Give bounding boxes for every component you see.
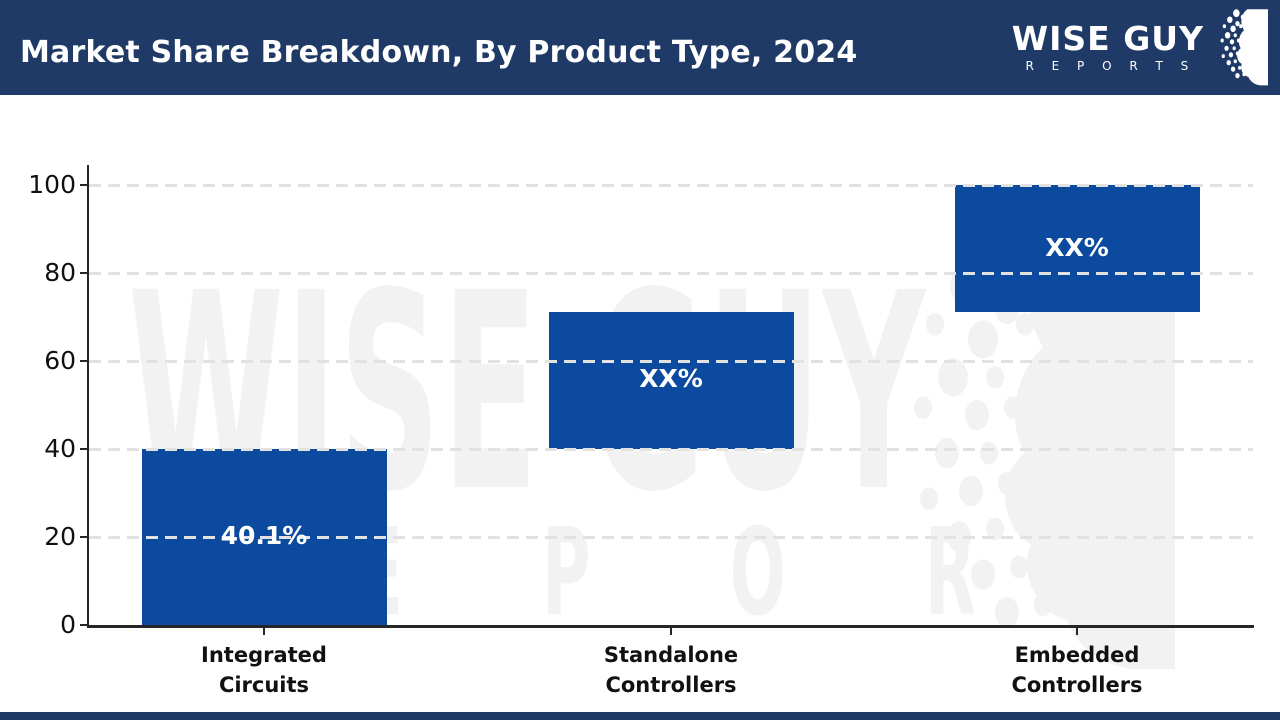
header-band: Market Share Breakdown, By Product Type,… xyxy=(0,0,1280,95)
category-label-integrated-circuits: Integrated Circuits xyxy=(201,643,327,698)
x-tick-mark xyxy=(670,628,672,635)
gridline-60 xyxy=(89,360,1253,363)
y-axis-line xyxy=(87,165,89,626)
y-tick-label-80: 80 xyxy=(44,258,76,287)
y-tick-label-60: 60 xyxy=(44,346,76,375)
bar-value-label: XX% xyxy=(1045,232,1109,262)
x-tick-mark xyxy=(263,628,265,635)
logo-text: WISE GUY R E P O R T S xyxy=(1011,19,1204,73)
logo-wordmark: WISE GUY xyxy=(1011,19,1204,59)
category-label-embedded-controllers: Embedded Controllers xyxy=(1011,643,1143,698)
bar-standalone-controllers xyxy=(548,312,794,449)
y-tick-mark-100 xyxy=(80,184,87,186)
chart-title: Market Share Breakdown, By Product Type,… xyxy=(20,35,858,70)
bar-value-label: 40.1% xyxy=(220,520,308,550)
gridline-100 xyxy=(89,184,1253,187)
category-label-standalone-controllers: Standalone Controllers xyxy=(603,643,739,698)
y-tick-label-100: 100 xyxy=(28,170,76,199)
gridline-40 xyxy=(89,448,1253,451)
y-tick-label-0: 0 xyxy=(60,610,76,639)
footer-bar xyxy=(0,712,1280,720)
y-tick-mark-80 xyxy=(80,272,87,274)
bar-embedded-controllers xyxy=(954,185,1200,313)
x-axis-line xyxy=(87,625,1254,628)
bar-value-label: XX% xyxy=(639,364,703,394)
x-tick-mark xyxy=(1076,628,1078,635)
y-tick-mark-40 xyxy=(80,448,87,450)
gridline-80 xyxy=(89,272,1253,275)
y-tick-mark-20 xyxy=(80,536,87,538)
y-tick-label-40: 40 xyxy=(44,434,76,463)
y-tick-mark-0 xyxy=(80,624,87,626)
wiseguy-logo: WISE GUY R E P O R T S xyxy=(1012,8,1268,86)
y-tick-label-20: 20 xyxy=(44,522,76,551)
logo-subtext: R E P O R T S xyxy=(1025,58,1196,73)
y-tick-mark-60 xyxy=(80,360,87,362)
gridline-20 xyxy=(89,536,1253,539)
logo-face-icon xyxy=(1220,9,1268,86)
